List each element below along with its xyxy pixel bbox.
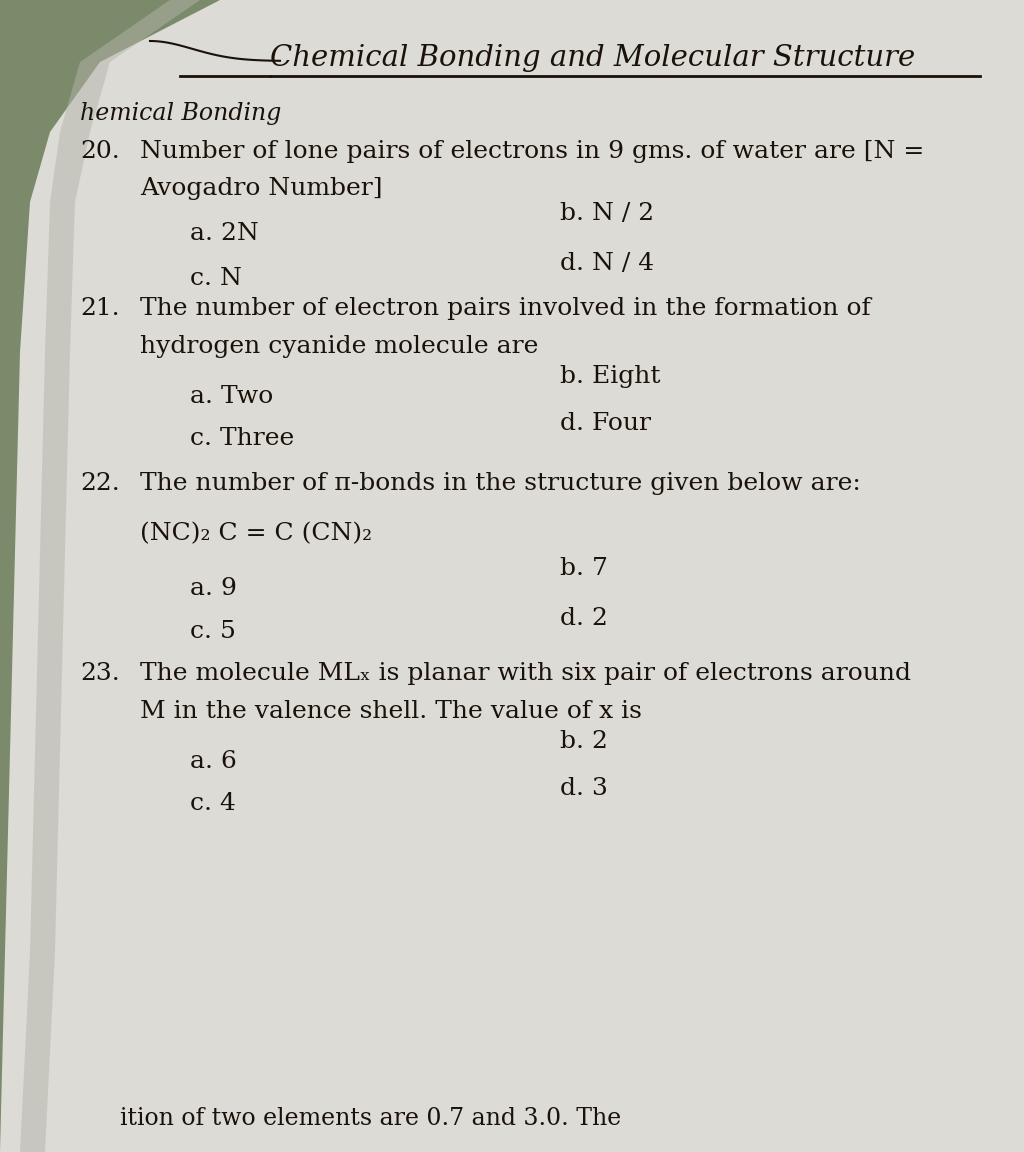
Text: 21.: 21. (80, 297, 120, 320)
Polygon shape (0, 0, 200, 1152)
Text: b. Eight: b. Eight (560, 365, 660, 388)
Text: a. 9: a. 9 (190, 577, 237, 600)
Text: c. Three: c. Three (190, 427, 294, 450)
Text: a. 2N: a. 2N (190, 222, 259, 245)
Text: c. 5: c. 5 (190, 620, 236, 643)
Text: b. 7: b. 7 (560, 558, 608, 579)
Text: M in the valence shell. The value of x is: M in the valence shell. The value of x i… (140, 700, 642, 723)
Text: a. Two: a. Two (190, 385, 273, 408)
Text: Number of lone pairs of electrons in 9 gms. of water are [N =: Number of lone pairs of electrons in 9 g… (140, 141, 925, 162)
Text: The number of electron pairs involved in the formation of: The number of electron pairs involved in… (140, 297, 870, 320)
Text: 23.: 23. (80, 662, 120, 685)
Text: (NC)₂ C = C (CN)₂: (NC)₂ C = C (CN)₂ (140, 522, 372, 545)
Text: 22.: 22. (80, 472, 120, 495)
Text: The molecule MLₓ is planar with six pair of electrons around: The molecule MLₓ is planar with six pair… (140, 662, 911, 685)
Text: c. 4: c. 4 (190, 793, 236, 814)
Text: b. N / 2: b. N / 2 (560, 202, 654, 225)
Text: hydrogen cyanide molecule are: hydrogen cyanide molecule are (140, 335, 539, 358)
Text: 20.: 20. (80, 141, 120, 162)
Text: hemical Bonding: hemical Bonding (80, 103, 282, 126)
Text: a. 6: a. 6 (190, 750, 237, 773)
Text: c. N: c. N (190, 267, 242, 290)
Text: Chemical Bonding and Molecular Structure: Chemical Bonding and Molecular Structure (270, 44, 915, 71)
Text: d. 3: d. 3 (560, 776, 608, 799)
Text: d. Four: d. Four (560, 412, 651, 435)
Text: The number of π-bonds in the structure given below are:: The number of π-bonds in the structure g… (140, 472, 861, 495)
Text: d. 2: d. 2 (560, 607, 608, 630)
Text: d. N / 4: d. N / 4 (560, 252, 654, 275)
Text: Avogadro Number]: Avogadro Number] (140, 177, 383, 200)
Text: ition of two elements are 0.7 and 3.0. The: ition of two elements are 0.7 and 3.0. T… (60, 1107, 622, 1130)
Text: b. 2: b. 2 (560, 730, 608, 753)
